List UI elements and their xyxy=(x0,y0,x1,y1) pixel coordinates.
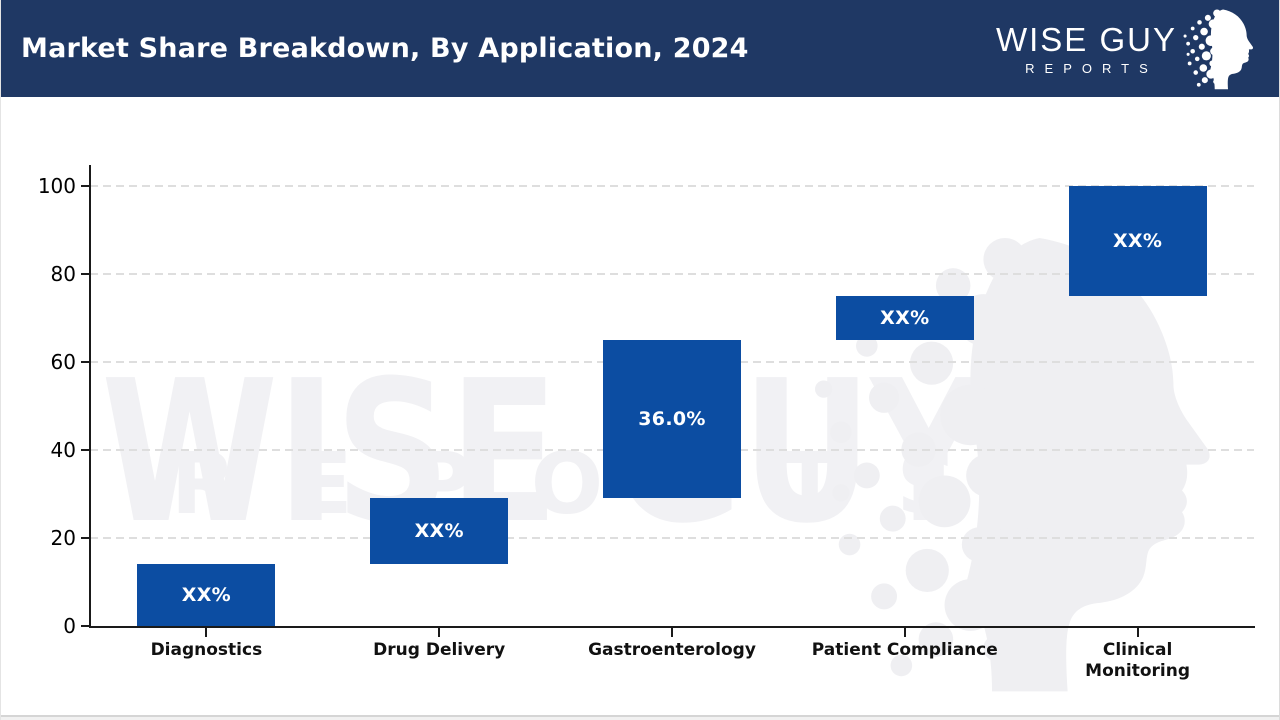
y-gridline xyxy=(90,537,1254,539)
bar-drug-delivery: XX% xyxy=(370,498,509,565)
y-tick-label: 100 xyxy=(37,174,76,198)
y-tick-label: 60 xyxy=(50,350,76,374)
y-tick-label: 80 xyxy=(50,262,76,286)
x-tick-mark xyxy=(1136,628,1139,637)
y-tick-label: 0 xyxy=(63,614,76,638)
y-tick-mark xyxy=(81,625,89,627)
bar-diagnostics: XX% xyxy=(137,564,276,626)
y-tick-label: 20 xyxy=(50,526,76,550)
y-gridline xyxy=(90,273,1254,275)
x-tick-mark xyxy=(438,628,441,637)
bottom-border xyxy=(1,715,1279,720)
header-banner: Market Share Breakdown, By Application, … xyxy=(1,0,1279,97)
wise-guy-reports-logo: WISE GUY REPORTS xyxy=(996,6,1255,92)
x-axis-label: Clinical Monitoring xyxy=(1085,640,1190,681)
x-tick-mark xyxy=(205,628,208,637)
bar-patient-compliance: XX% xyxy=(835,296,974,340)
logo-brand-text: WISE GUY xyxy=(995,21,1177,58)
y-tick-mark xyxy=(81,537,89,539)
x-axis-label: Drug Delivery xyxy=(373,640,506,660)
y-tick-mark xyxy=(81,273,89,275)
y-tick-mark xyxy=(81,449,89,451)
bar-value-label: XX% xyxy=(181,584,232,607)
x-tick-mark xyxy=(671,628,673,637)
bar-value-label: 36.0% xyxy=(638,408,706,431)
x-axis-line xyxy=(89,626,1255,628)
y-tick-mark xyxy=(81,185,89,187)
bar-value-label: XX% xyxy=(414,520,464,543)
y-tick-label: 40 xyxy=(50,438,76,462)
logo-reports-text: REPORTS xyxy=(1025,61,1158,76)
logo-head-icon xyxy=(1179,7,1255,91)
x-axis-label: Diagnostics xyxy=(150,640,263,660)
logo-text: WISE GUY REPORTS xyxy=(996,23,1177,75)
bar-gastroenterology: 36.0% xyxy=(603,340,741,499)
x-axis-label: Gastroenterology xyxy=(588,640,756,660)
x-axis-label: Patient Compliance xyxy=(811,640,998,660)
bar-value-label: XX% xyxy=(880,307,930,329)
chart-title: Market Share Breakdown, By Application, … xyxy=(21,33,749,64)
y-gridline xyxy=(90,185,1254,187)
y-tick-mark xyxy=(81,361,89,363)
bar-value-label: XX% xyxy=(1112,230,1163,252)
x-tick-mark xyxy=(903,628,906,637)
y-axis-line xyxy=(89,165,91,628)
bar-clinical-monitoring: XX% xyxy=(1068,186,1207,296)
